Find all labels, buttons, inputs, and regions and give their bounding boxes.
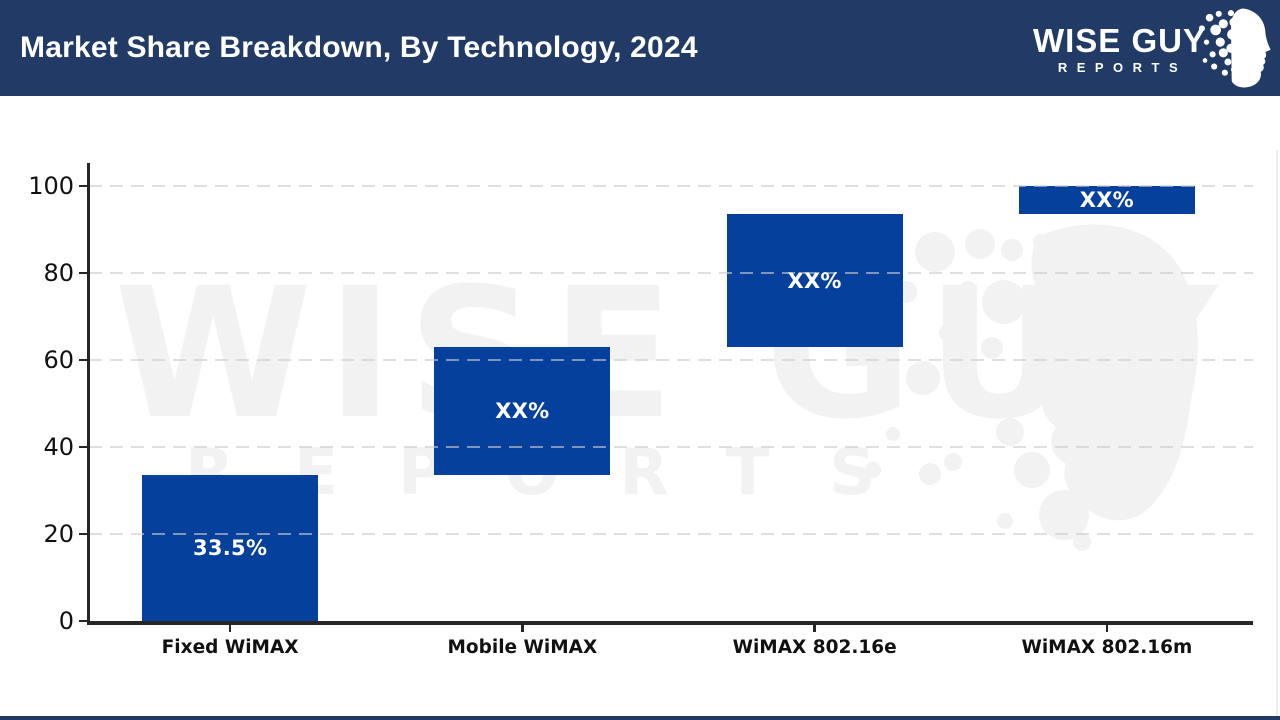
y-tick-label: 100: [28, 172, 74, 200]
y-tick-label: 20: [43, 520, 74, 548]
x-axis-line: [87, 621, 1253, 625]
y-tick-label: 60: [43, 346, 74, 374]
brand-logo: WISE GUY REPORTS: [1033, 6, 1276, 92]
footer-bar: [0, 716, 1280, 720]
y-tick: [79, 184, 87, 188]
bar-wimax-802-16m: XX%: [1018, 186, 1195, 215]
gridline-40: [89, 445, 1253, 449]
gridline-100: [89, 184, 1253, 188]
x-tick: [1105, 625, 1109, 632]
category-label-fixed-wimax: Fixed WiMAX: [161, 637, 299, 658]
y-axis-line: [87, 163, 90, 625]
gridline-60: [89, 358, 1253, 362]
x-tick: [813, 625, 816, 632]
category-label-mobile-wimax: Mobile WiMAX: [447, 637, 598, 658]
bar-value-label: XX%: [787, 268, 842, 293]
brand-logo-text: WISE GUY REPORTS: [1033, 24, 1206, 75]
bar-value-label: XX%: [1079, 188, 1135, 213]
category-label-wimax-802-16e: WiMAX 802.16e: [732, 637, 897, 658]
brand-subtitle: REPORTS: [1057, 59, 1188, 75]
gridline-20: [89, 532, 1253, 536]
x-tick: [228, 625, 232, 632]
bar-value-label: 33.5%: [192, 536, 268, 561]
dotted-face-profile-icon: [1198, 8, 1271, 88]
bar-mobile-wimax: XX%: [434, 346, 611, 476]
bar-fixed-wimax: 33.5%: [142, 475, 319, 621]
y-tick-label: 0: [58, 607, 74, 635]
y-tick-label: 40: [43, 433, 74, 461]
chart-area: 33.5% XX% XX% XX% 0 20 40 60 80 100 Fixed WiMAX Mob…: [0, 96, 1280, 716]
category-label-wimax-802-16m: WiMAX 802.16m: [1021, 637, 1193, 658]
watermark-wordmark: WISE GUY: [114, 250, 1232, 459]
y-tick: [79, 619, 87, 623]
chart-title: Market Share Breakdown, By Technology, 2…: [20, 31, 698, 64]
bar-wimax-802-16e: XX%: [726, 214, 903, 347]
brand-name: WISE GUY: [1032, 21, 1206, 59]
bar-value-label: XX%: [495, 399, 550, 424]
y-tick: [79, 445, 87, 449]
x-tick: [521, 625, 524, 632]
y-tick: [79, 271, 87, 275]
gridline-80: [89, 271, 1253, 275]
header: Market Share Breakdown, By Technology, 2…: [0, 0, 1280, 96]
y-tick-label: 80: [43, 259, 74, 287]
y-tick: [79, 358, 87, 362]
y-tick: [79, 532, 87, 536]
watermark-edge-line: [1276, 150, 1278, 716]
